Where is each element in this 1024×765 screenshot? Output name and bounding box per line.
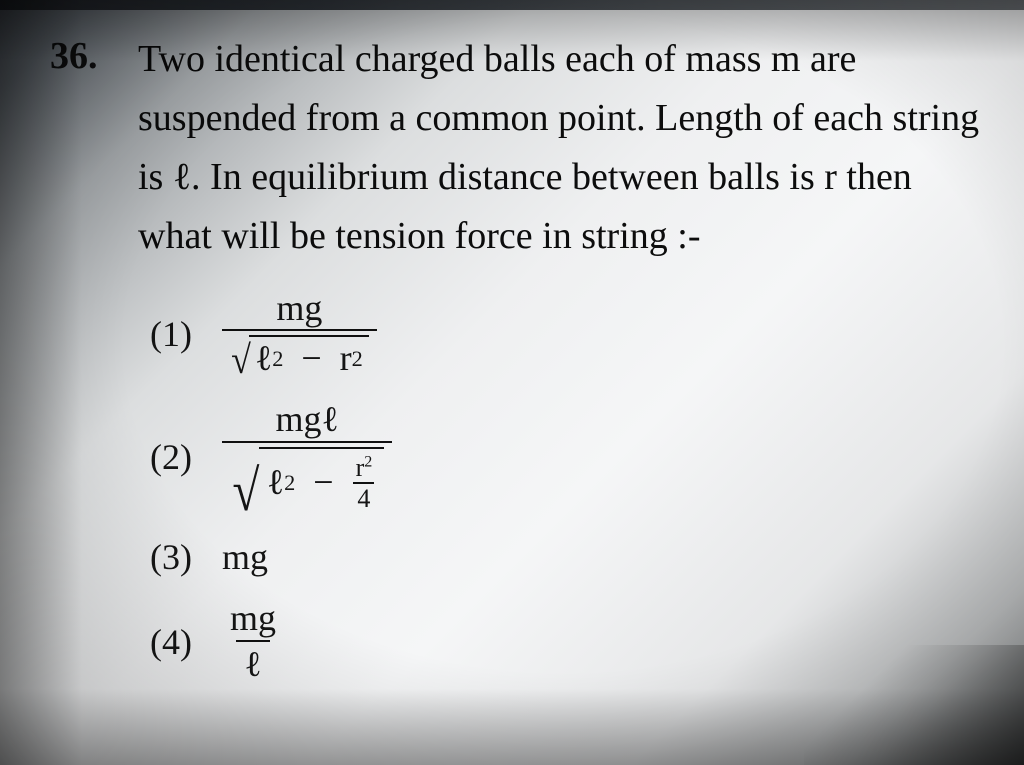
option-3: (3) mg bbox=[150, 536, 984, 578]
numerator: mgℓ bbox=[268, 401, 347, 441]
ell: ℓ bbox=[267, 464, 284, 502]
sp bbox=[334, 464, 352, 502]
denominator: √ ℓ2 − r2 4 bbox=[222, 441, 392, 514]
option-2: (2) mgℓ √ ℓ2 − r2 4 bbox=[150, 401, 984, 514]
ell: ℓ bbox=[255, 340, 272, 378]
sp bbox=[322, 340, 340, 378]
radical-sign: √ bbox=[231, 340, 251, 380]
numerator: mg bbox=[222, 600, 284, 640]
r: r bbox=[340, 340, 352, 378]
content-block: 36. Two identical charged balls each of … bbox=[50, 30, 984, 683]
question-number: 36. bbox=[50, 30, 110, 78]
sp bbox=[295, 464, 313, 502]
option-1: (1) mg √ ℓ2 − r2 bbox=[150, 290, 984, 379]
denominator: ℓ bbox=[236, 640, 269, 684]
option-3-expression: mg bbox=[222, 536, 268, 578]
radicand: ℓ 2 − r2 4 bbox=[259, 447, 384, 514]
option-4-expression: mg ℓ bbox=[222, 600, 284, 684]
minus-sign: − bbox=[301, 340, 321, 378]
minus bbox=[283, 340, 301, 378]
option-4-label: (4) bbox=[150, 621, 204, 663]
option-1-expression: mg √ ℓ2 − r2 bbox=[222, 290, 377, 379]
page-photo: 36. Two identical charged balls each of … bbox=[0, 0, 1024, 765]
radicand: ℓ2 − r2 bbox=[249, 335, 369, 378]
squared: 2 bbox=[364, 453, 372, 470]
radical-sign: √ bbox=[232, 462, 259, 520]
question-row: 36. Two identical charged balls each of … bbox=[50, 30, 984, 266]
option-2-label: (2) bbox=[150, 436, 204, 478]
minus-sign: − bbox=[313, 464, 333, 502]
sqrt: √ ℓ2 − r2 4 bbox=[230, 447, 384, 514]
small-num: r2 bbox=[352, 455, 377, 482]
option-4: (4) mg ℓ bbox=[150, 600, 984, 684]
option-3-label: (3) bbox=[150, 536, 204, 578]
option-1-label: (1) bbox=[150, 313, 204, 355]
r: r bbox=[356, 453, 365, 482]
options-list: (1) mg √ ℓ2 − r2 bbox=[150, 290, 984, 684]
numerator: mg bbox=[268, 290, 330, 330]
sqrt: √ ℓ2 − r2 bbox=[230, 335, 369, 378]
question-text: Two identical charged balls each of mass… bbox=[138, 30, 984, 266]
option-2-expression: mgℓ √ ℓ2 − r2 4 bbox=[222, 401, 392, 514]
r2-over-4: r2 4 bbox=[352, 455, 377, 512]
denominator: √ ℓ2 − r2 bbox=[222, 329, 377, 379]
small-den: 4 bbox=[353, 482, 374, 512]
